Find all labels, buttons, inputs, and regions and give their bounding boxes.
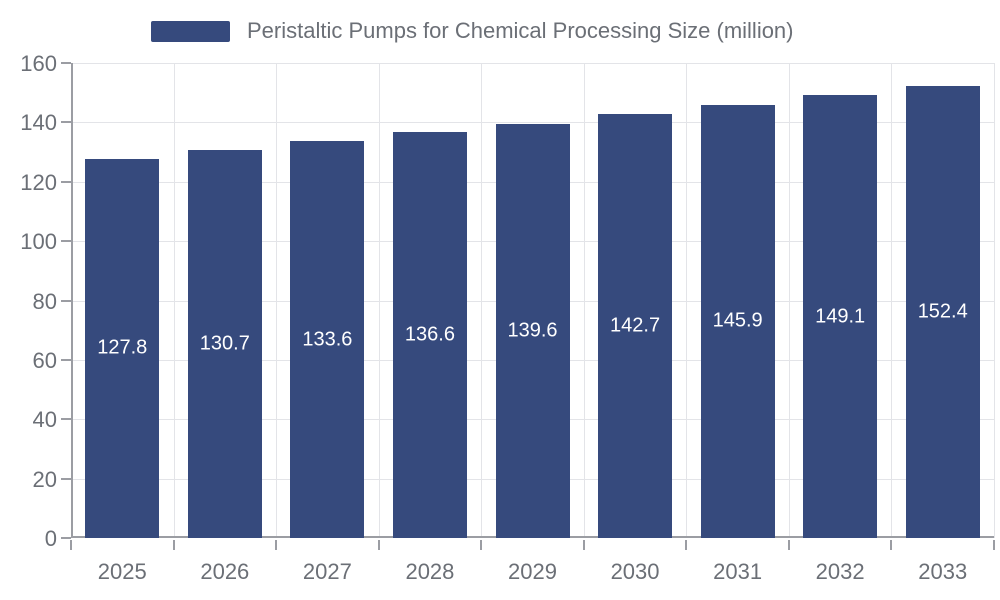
gridline-vertical	[173, 63, 175, 538]
x-axis-tick	[582, 540, 585, 550]
y-axis-tick-label: 160	[20, 51, 57, 76]
gridline-vertical	[994, 63, 995, 538]
y-axis-tick	[61, 121, 71, 124]
bar-value-label: 127.8	[97, 336, 148, 359]
x-axis-tick	[480, 540, 483, 550]
gridline-vertical	[378, 63, 380, 538]
y-axis-line	[71, 63, 73, 538]
bar-value-label: 139.6	[507, 319, 558, 342]
bar-2033	[905, 85, 980, 538]
y-axis-tick-label: 0	[44, 526, 57, 551]
x-axis-tick	[685, 540, 688, 550]
gridline-horizontal	[71, 122, 994, 124]
y-axis-tick	[61, 358, 71, 361]
x-axis-tick-label: 2031	[713, 559, 763, 584]
gridline-vertical	[891, 63, 893, 538]
y-axis-tick	[61, 299, 71, 302]
y-axis-tick-label: 120	[20, 169, 57, 195]
legend-swatch	[151, 20, 230, 42]
y-axis-tick-label: 60	[32, 347, 57, 373]
x-axis-tick	[172, 540, 175, 550]
x-axis-tick-label: 2033	[918, 559, 968, 584]
x-axis-tick	[993, 540, 995, 550]
x-axis-tick-label: 2032	[815, 559, 865, 584]
y-axis-tick	[61, 62, 71, 64]
bar-value-label: 142.7	[610, 314, 661, 337]
y-axis-tick	[61, 537, 71, 539]
bar-value-label: 136.6	[404, 323, 455, 346]
bar-value-label: 152.4	[917, 300, 968, 323]
y-axis-tick-label: 100	[20, 229, 57, 255]
x-axis-tick	[787, 540, 790, 550]
gridline-vertical	[583, 63, 585, 538]
bar-2026	[187, 149, 262, 538]
x-axis-tick-label: 2030	[610, 559, 660, 584]
x-axis-tick-label: 2029	[508, 559, 557, 584]
y-axis-tick-label: 40	[32, 407, 57, 433]
bar-2025	[85, 158, 160, 538]
legend-label: Peristaltic Pumps for Chemical Processin…	[247, 18, 794, 43]
bar-2028	[392, 132, 467, 538]
x-axis-tick-label: 2026	[200, 559, 250, 584]
legend-item[interactable]: Peristaltic Pumps for Chemical Processin…	[151, 17, 794, 45]
bar-2027	[290, 141, 365, 538]
y-axis-tick-label: 140	[20, 110, 57, 136]
x-axis-tick-label: 2028	[405, 559, 455, 584]
y-axis-tick	[61, 240, 71, 243]
bar-2030	[598, 114, 673, 538]
x-axis-tick	[275, 540, 278, 550]
gridline-vertical	[481, 63, 483, 538]
bar-2032	[803, 95, 878, 538]
x-axis-tick	[890, 540, 893, 550]
bar-value-label: 145.9	[712, 309, 763, 332]
x-axis-tick	[377, 540, 380, 550]
y-axis-tick-label: 20	[32, 466, 57, 492]
y-axis-tick	[61, 477, 71, 480]
plot-area: 0 20 40 60 80 100 120 140 160 127.8 2025 130.7 2026 1…	[20, 51, 995, 584]
gridline-vertical	[276, 63, 278, 538]
bar-value-label: 133.6	[302, 328, 353, 351]
bar-value-label: 130.7	[199, 332, 250, 355]
gridline-horizontal	[71, 63, 994, 64]
gridline-vertical	[788, 63, 790, 538]
y-axis-tick	[61, 418, 71, 421]
y-axis-tick	[61, 180, 71, 183]
bar-2031	[700, 104, 775, 538]
x-axis-tick-label: 2025	[97, 559, 147, 584]
x-axis-tick-label: 2027	[302, 559, 352, 584]
gridline-vertical	[686, 63, 688, 538]
x-axis-tick	[70, 540, 72, 550]
bar-value-label: 149.1	[815, 305, 866, 328]
bar-2029	[495, 123, 570, 538]
y-axis-tick-label: 80	[32, 288, 57, 314]
